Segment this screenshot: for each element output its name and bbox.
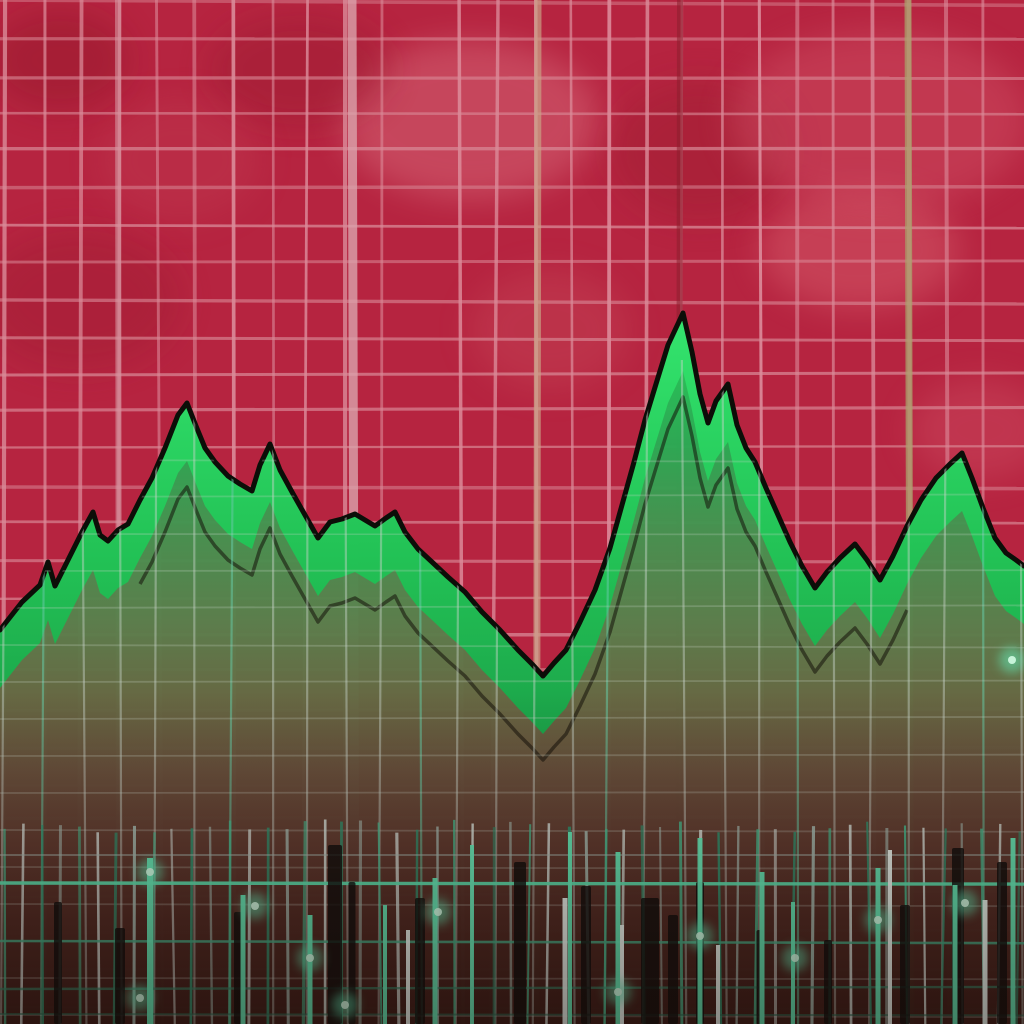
grid-line-horizontal: [0, 223, 1024, 230]
grid-line-horizontal: [0, 184, 1024, 190]
grid-line-horizontal: [0, 371, 1024, 377]
grid-line-horizontal: [0, 111, 1024, 116]
background-blotch: [910, 380, 1024, 480]
glow-spot-core: [1008, 656, 1016, 664]
price-bright-band: [0, 313, 1024, 734]
grid-line-horizontal: [0, 405, 1024, 412]
grid-line-horizontal: [0, 259, 1024, 264]
vignette: [0, 690, 1024, 1024]
background-blotch: [210, 15, 390, 125]
underfill-grid-horizontal: [0, 679, 1024, 683]
background-blotch: [470, 270, 630, 390]
vignette-shade: [0, 690, 1024, 1024]
grid-line-horizontal: [0, 0, 1024, 8]
grid-line-horizontal: [0, 298, 1024, 306]
background-blotch: [100, 100, 260, 220]
grid-line-horizontal: [0, 336, 1024, 343]
price-line-outline: [0, 310, 1024, 679]
background-blotch: [730, 30, 1024, 210]
background-blotch: [0, 10, 130, 110]
underfill-grid-horizontal: [0, 644, 1024, 649]
grid-line-horizontal: [0, 445, 1024, 449]
